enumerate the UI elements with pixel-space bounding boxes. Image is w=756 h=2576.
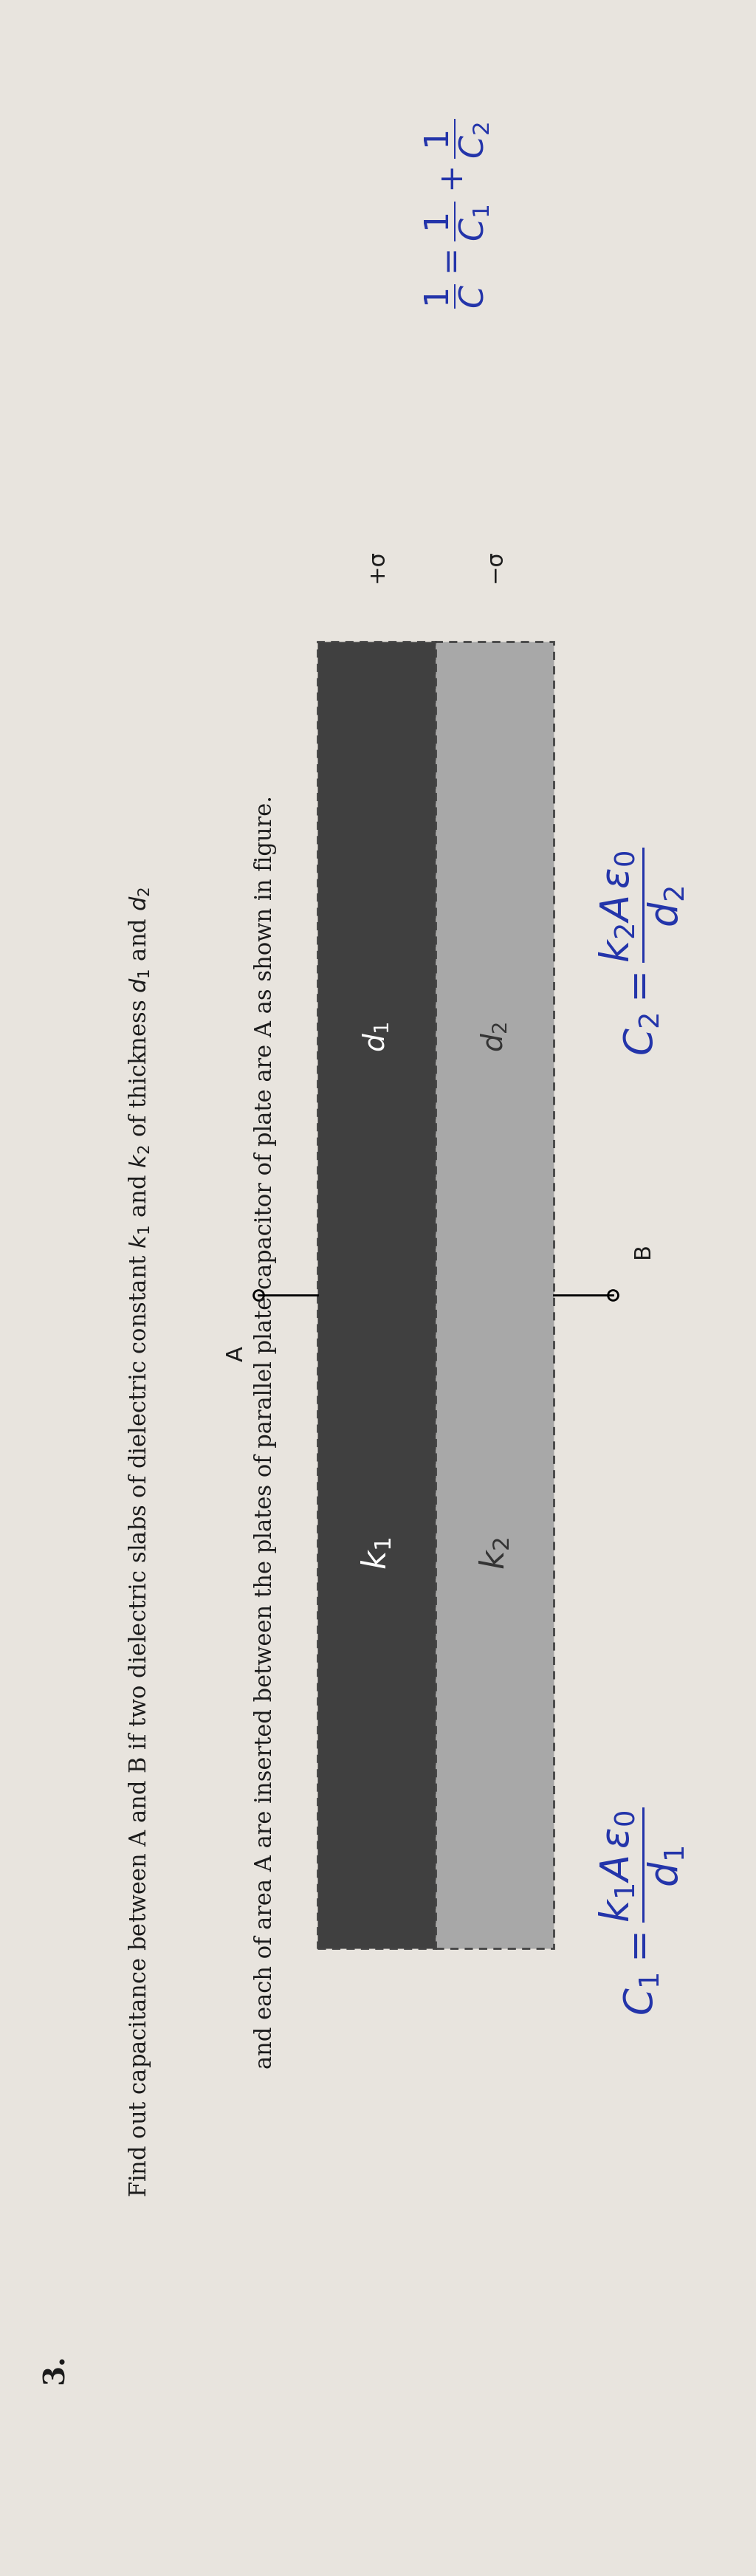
Bar: [318, 641, 435, 1947]
Text: $d_1$: $d_1$: [361, 1020, 392, 1051]
Text: $d_2$: $d_2$: [480, 1020, 510, 1051]
Text: +σ: +σ: [366, 549, 387, 582]
Bar: [435, 641, 553, 1947]
Text: $C_2 = \dfrac{k_2 A\,\varepsilon_0}{d_2}$: $C_2 = \dfrac{k_2 A\,\varepsilon_0}{d_2}…: [598, 848, 686, 1056]
Text: and each of area A are inserted between the plates of parallel plate capacitor o: and each of area A are inserted between …: [254, 796, 277, 2069]
Text: $k_2$: $k_2$: [478, 1538, 511, 1569]
Text: A: A: [225, 1347, 247, 1363]
Text: B: B: [631, 1244, 653, 1260]
Text: 3.: 3.: [42, 2354, 70, 2385]
Text: $\dfrac{1}{C} = \dfrac{1}{C_1} + \dfrac{1}{C_2}$: $\dfrac{1}{C} = \dfrac{1}{C_1} + \dfrac{…: [424, 118, 491, 309]
Text: $k_1$: $k_1$: [360, 1538, 393, 1569]
Text: Find out capacitance between A and B if two dielectric slabs of dielectric const: Find out capacitance between A and B if …: [127, 886, 153, 2197]
Text: −σ: −σ: [484, 549, 505, 582]
Text: $C_1 = \dfrac{k_1 A\,\varepsilon_0}{d_1}$: $C_1 = \dfrac{k_1 A\,\varepsilon_0}{d_1}…: [598, 1808, 686, 2014]
